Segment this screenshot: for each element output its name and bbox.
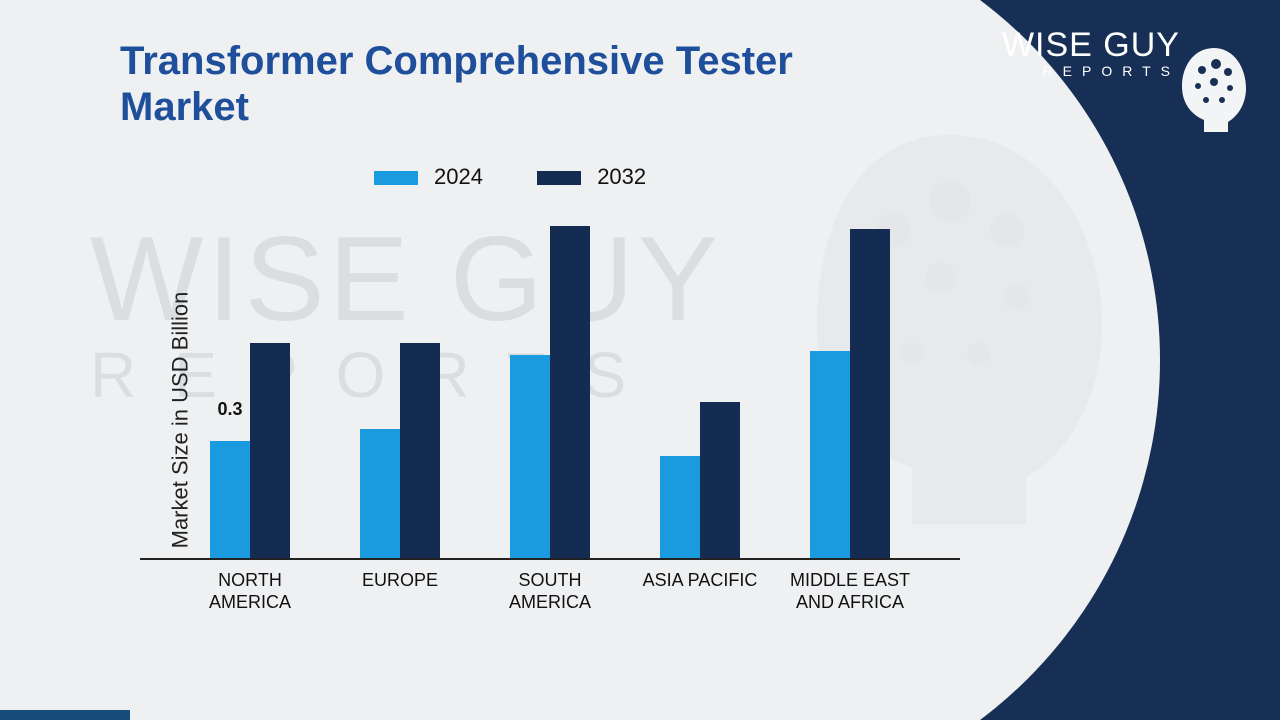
legend-item-2024: 2024 — [374, 164, 483, 190]
bar-2032 — [700, 402, 740, 558]
page-root: WISE GUY REPORTS WISE GUY REPORTS Transf… — [0, 0, 1280, 720]
plot-area: 0.3 — [140, 206, 960, 560]
chart: Market Size in USD Billion 2024 2032 0.3… — [60, 160, 960, 680]
category-label: SOUTH AMERICA — [480, 570, 620, 613]
logo-text-top: WISE GUY — [1002, 26, 1180, 65]
chart-title: Transformer Comprehensive Tester Market — [120, 38, 900, 130]
x-axis-labels: NORTH AMERICA EUROPE SOUTH AMERICA ASIA PAC… — [140, 564, 960, 680]
legend-item-2032: 2032 — [537, 164, 646, 190]
legend-label-2032: 2032 — [597, 164, 646, 189]
category-label: ASIA PACIFIC — [630, 570, 770, 592]
bar-2024 — [510, 355, 550, 558]
bar-2024 — [210, 441, 250, 558]
bar-2032 — [400, 343, 440, 558]
bar-2024 — [810, 351, 850, 558]
bar-2032 — [850, 229, 890, 558]
category-label: MIDDLE EAST AND AFRICA — [780, 570, 920, 613]
legend-label-2024: 2024 — [434, 164, 483, 189]
bar-2032 — [550, 226, 590, 558]
legend: 2024 2032 — [60, 164, 960, 190]
bar-2032 — [250, 343, 290, 558]
bar-value-label: 0.3 — [217, 399, 242, 420]
category-label: EUROPE — [330, 570, 470, 592]
legend-swatch-2032 — [537, 171, 581, 185]
brand-logo: WISE GUY REPORTS — [1002, 26, 1252, 79]
category-label: NORTH AMERICA — [180, 570, 320, 613]
logo-text-bottom: REPORTS — [1002, 63, 1180, 79]
legend-swatch-2024 — [374, 171, 418, 185]
bar-2024 — [360, 429, 400, 558]
bar-2024 — [660, 456, 700, 558]
bottom-accent-bar — [0, 710, 130, 720]
